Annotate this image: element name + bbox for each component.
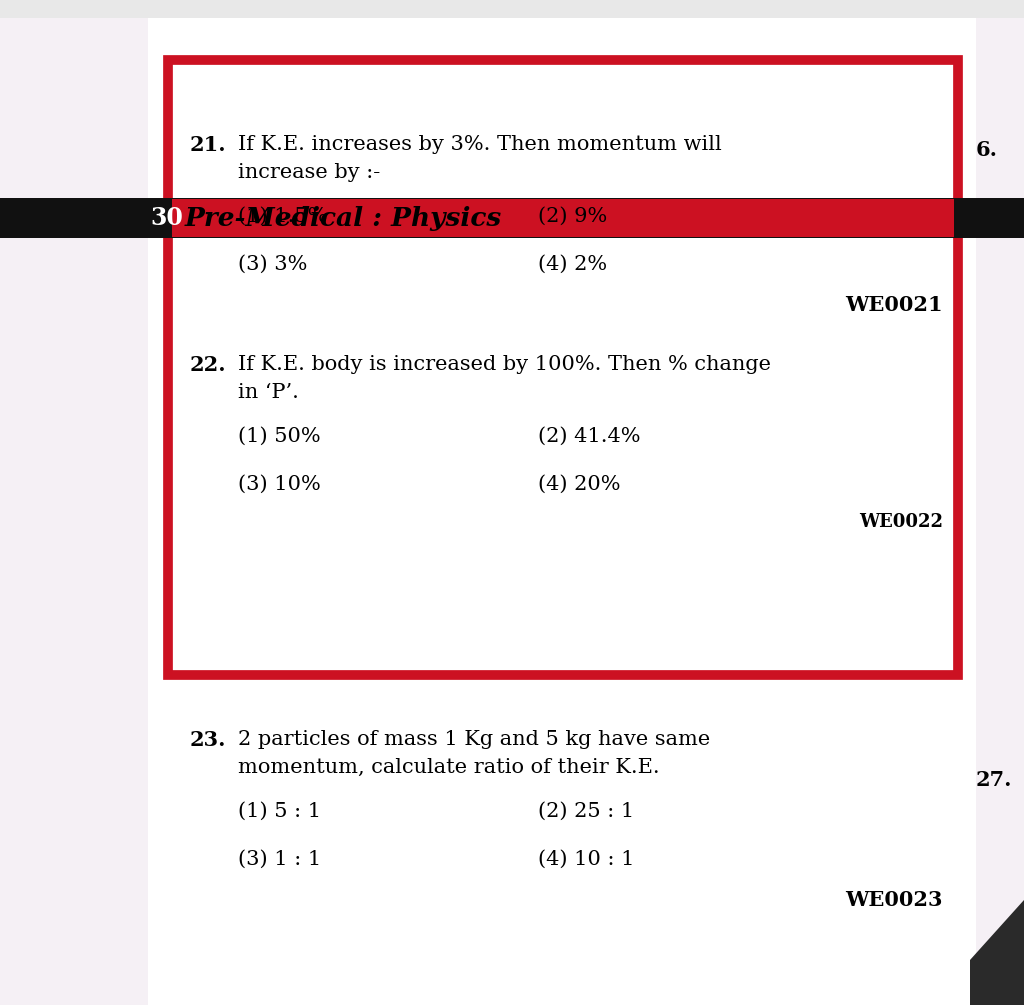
Polygon shape bbox=[970, 900, 1024, 1005]
Text: WE0022: WE0022 bbox=[859, 513, 943, 531]
Text: Pre-Medical : Physics: Pre-Medical : Physics bbox=[185, 205, 502, 230]
Text: 22.: 22. bbox=[190, 355, 226, 375]
Text: 21.: 21. bbox=[190, 135, 226, 155]
Text: (1) 1.5%: (1) 1.5% bbox=[238, 207, 328, 226]
Text: in ‘P’.: in ‘P’. bbox=[238, 383, 299, 402]
Bar bbox=[148, 18, 976, 1005]
Text: (4) 10 : 1: (4) 10 : 1 bbox=[538, 850, 635, 869]
Text: increase by :-: increase by :- bbox=[238, 163, 380, 182]
Text: 2 particles of mass 1 Kg and 5 kg have same: 2 particles of mass 1 Kg and 5 kg have s… bbox=[238, 730, 711, 749]
Text: (2) 25 : 1: (2) 25 : 1 bbox=[538, 802, 634, 821]
Text: (1) 50%: (1) 50% bbox=[238, 427, 321, 446]
Text: momentum, calculate ratio of their K.E.: momentum, calculate ratio of their K.E. bbox=[238, 758, 659, 777]
Text: WE0023: WE0023 bbox=[846, 890, 943, 910]
Bar bbox=[0, 198, 1024, 238]
Text: If K.E. increases by 3%. Then momentum will: If K.E. increases by 3%. Then momentum w… bbox=[238, 135, 722, 154]
Text: 6.: 6. bbox=[976, 140, 998, 160]
Text: (3) 1 : 1: (3) 1 : 1 bbox=[238, 850, 322, 869]
Bar bbox=[172, 199, 954, 237]
Bar bbox=[168, 60, 958, 675]
Text: 23.: 23. bbox=[190, 730, 226, 750]
Text: (3) 10%: (3) 10% bbox=[238, 475, 321, 494]
Text: (3) 3%: (3) 3% bbox=[238, 255, 307, 274]
Text: (2) 41.4%: (2) 41.4% bbox=[538, 427, 640, 446]
Text: If K.E. body is increased by 100%. Then % change: If K.E. body is increased by 100%. Then … bbox=[238, 355, 771, 374]
Text: (4) 2%: (4) 2% bbox=[538, 255, 607, 274]
Bar bbox=[0, 0, 1024, 18]
Text: (4) 20%: (4) 20% bbox=[538, 475, 621, 494]
Text: WE0021: WE0021 bbox=[846, 295, 943, 315]
Text: (2) 9%: (2) 9% bbox=[538, 207, 607, 226]
Text: 27.: 27. bbox=[976, 770, 1013, 790]
Text: 30: 30 bbox=[151, 206, 183, 230]
Text: (1) 5 : 1: (1) 5 : 1 bbox=[238, 802, 322, 821]
